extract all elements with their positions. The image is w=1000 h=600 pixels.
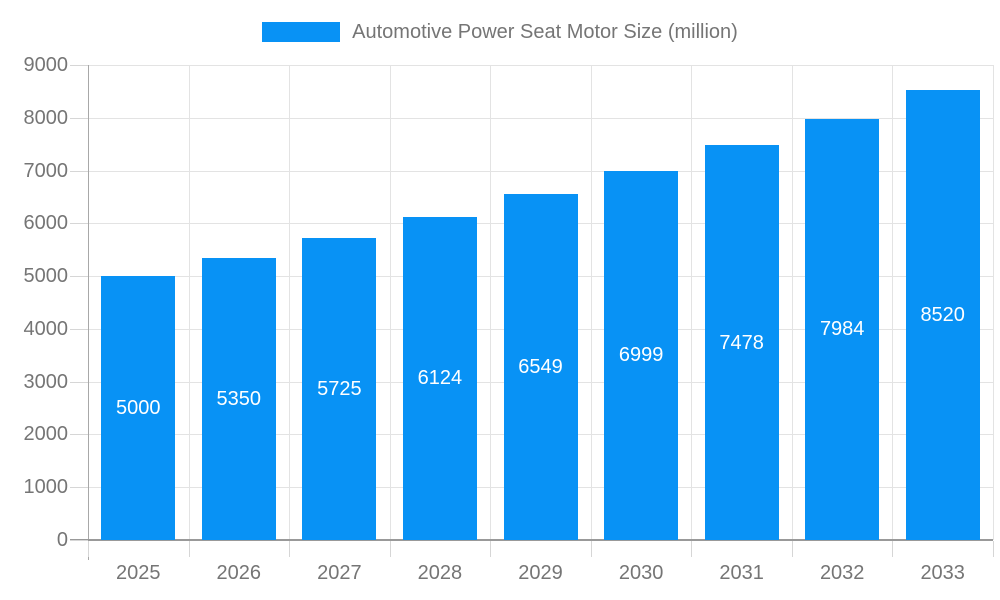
y-axis-line: [88, 65, 89, 560]
bar-value-label: 6999: [618, 344, 664, 367]
bar-value-label: 6124: [417, 367, 463, 390]
bar[interactable]: [503, 194, 578, 540]
x-axis-line: [70, 539, 993, 541]
y-axis-tick: [70, 276, 88, 278]
gridline-vertical: [188, 65, 190, 540]
gridline-horizontal: [88, 117, 993, 119]
bar-value-label: 5350: [216, 387, 262, 410]
bar-value-label: 7478: [719, 331, 764, 354]
y-axis-tick-label: 2000: [23, 423, 69, 446]
bar[interactable]: [905, 90, 980, 540]
x-axis-tick-label: 2030: [618, 562, 664, 584]
legend-label[interactable]: Automotive Power Seat Motor Size (millio…: [352, 21, 738, 43]
x-axis-tick: [289, 541, 291, 557]
x-axis-tick-label: 2025: [116, 562, 161, 584]
y-axis-tick-label: 8000: [23, 106, 69, 129]
y-axis-tick: [70, 170, 88, 172]
gridline-horizontal: [88, 65, 993, 66]
y-axis-tick: [70, 65, 88, 66]
bar-value-label: 5725: [317, 377, 362, 400]
x-axis-tick-label: 2031: [719, 562, 764, 584]
legend: Automotive Power Seat Motor Size (millio…: [0, 20, 1000, 44]
x-axis-tick: [389, 541, 391, 557]
gridline-vertical: [490, 65, 492, 540]
y-axis-tick: [70, 328, 88, 330]
bar-value-label: 7984: [819, 318, 865, 341]
gridline-horizontal: [88, 170, 993, 172]
y-axis-tick: [70, 381, 88, 383]
bar[interactable]: [604, 170, 679, 540]
y-axis-tick: [70, 487, 88, 489]
legend-swatch[interactable]: [262, 22, 341, 42]
bar[interactable]: [704, 145, 779, 540]
x-axis-tick-label: 2029: [518, 562, 563, 584]
bar[interactable]: [302, 237, 377, 540]
y-axis-tick: [70, 540, 88, 541]
y-axis-tick-label: 4000: [23, 317, 69, 340]
gridline-vertical: [791, 65, 793, 540]
x-axis-tick-label: 2028: [417, 562, 463, 584]
gridline-vertical: [289, 65, 291, 540]
x-axis-tick: [88, 541, 89, 557]
y-axis-tick-label: 6000: [23, 212, 69, 235]
bar[interactable]: [402, 216, 477, 540]
gridline-vertical: [691, 65, 693, 540]
bar-value-label: 6549: [518, 356, 563, 379]
x-axis-tick: [892, 541, 894, 557]
y-axis-tick: [70, 117, 88, 119]
gridline-vertical: [590, 65, 592, 540]
x-axis-tick: [691, 541, 693, 557]
bar[interactable]: [805, 118, 880, 540]
bar-value-label: 5000: [116, 397, 161, 420]
x-axis-tick: [590, 541, 592, 557]
x-axis-tick: [490, 541, 492, 557]
bar-value-label: 8520: [920, 304, 965, 327]
x-axis-tick-label: 2032: [819, 562, 865, 584]
y-axis-tick-label: 5000: [23, 265, 69, 288]
x-axis-tick: [188, 541, 190, 557]
y-axis-tick-label: 3000: [23, 370, 69, 393]
y-axis-tick-label: 0: [56, 529, 68, 551]
x-axis-tick: [791, 541, 793, 557]
gridline-vertical: [892, 65, 894, 540]
y-axis-tick: [70, 223, 88, 225]
y-axis-tick-label: 1000: [23, 476, 69, 499]
y-axis-tick: [70, 434, 88, 436]
x-axis-tick: [993, 541, 994, 557]
gridline-vertical: [993, 65, 994, 540]
bar[interactable]: [101, 276, 176, 540]
y-axis-tick-label: 7000: [23, 159, 69, 182]
x-axis-tick-label: 2026: [216, 562, 262, 584]
gridline-vertical: [389, 65, 391, 540]
y-axis-tick-label: 9000: [23, 54, 69, 76]
bar[interactable]: [201, 257, 276, 540]
x-axis-tick-label: 2033: [920, 562, 965, 584]
x-axis-tick-label: 2027: [317, 562, 362, 584]
